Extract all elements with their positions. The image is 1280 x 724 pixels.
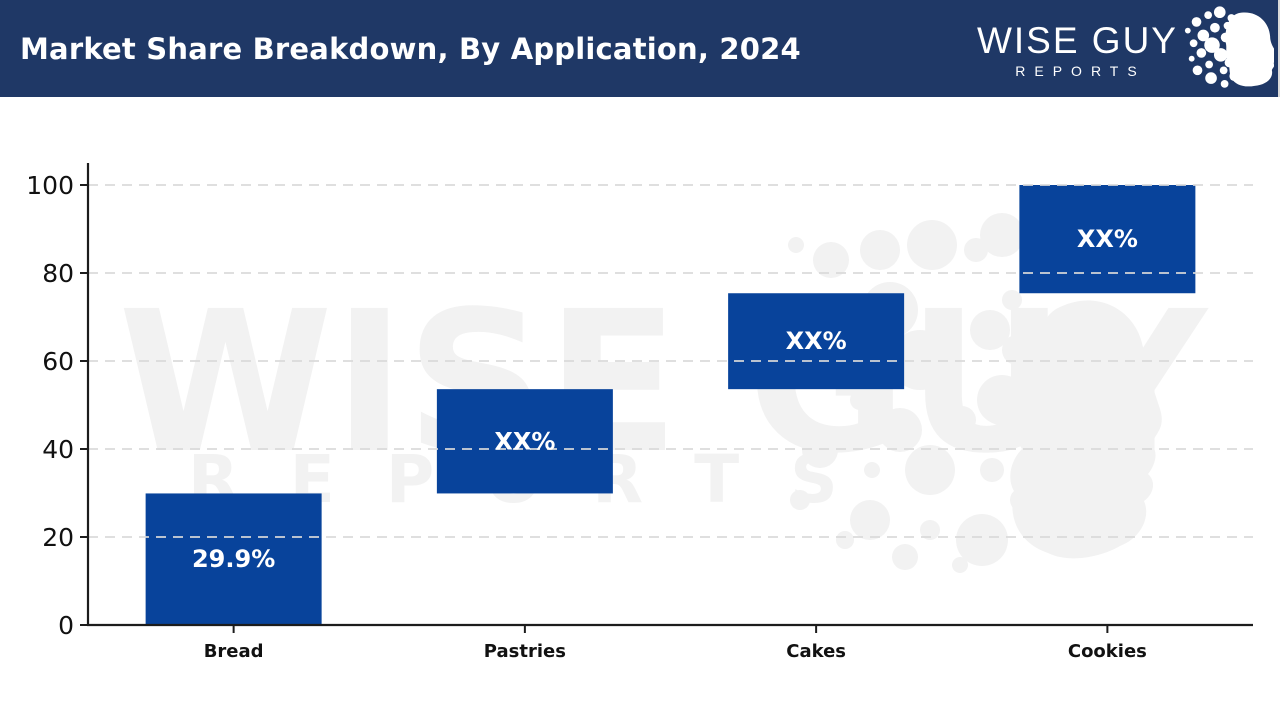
logo-subtitle: REPORTS	[1015, 62, 1146, 79]
watermark-dot	[850, 500, 890, 540]
y-tick-label: 100	[26, 171, 74, 200]
watermark-dot	[952, 557, 968, 573]
y-tick-label: 0	[58, 611, 74, 640]
bar-pastries	[436, 389, 613, 494]
wise-guy-logo: WISE GUY REPORTS	[977, 5, 1278, 94]
watermark-dot	[956, 514, 1008, 566]
bar-bread	[145, 493, 322, 625]
watermark-dot	[948, 406, 976, 434]
page-title: Market Share Breakdown, By Application, …	[20, 31, 801, 66]
bar-value-label-bread: 29.9%	[192, 545, 275, 573]
watermark-dot	[942, 312, 958, 328]
axes: 0 20 40 60 80 100 Bread Pastries Cakes Cookies	[26, 163, 1253, 662]
watermark-dot	[864, 462, 880, 478]
watermark-dot	[1002, 290, 1022, 310]
y-tick-label: 20	[42, 523, 74, 552]
logo-face-icon	[1184, 5, 1274, 88]
watermark-dot	[977, 375, 1027, 425]
watermark-dot	[790, 490, 810, 510]
watermark-dot	[813, 242, 849, 278]
watermark-dot	[836, 531, 854, 549]
gridlines	[88, 184, 1253, 538]
watermark-dot	[890, 330, 950, 390]
x-tick-label-cakes: Cakes	[786, 641, 846, 662]
bars-group	[145, 185, 1196, 625]
header-bar: Market Share Breakdown, By Application, …	[0, 0, 1278, 97]
bar-value-label-cookies: XX%	[1077, 225, 1138, 253]
watermark-dot	[970, 310, 1010, 350]
x-tick-label-cookies: Cookies	[1068, 641, 1147, 662]
watermark-dot	[850, 390, 870, 410]
x-tick-label-bread: Bread	[204, 641, 264, 662]
watermark-dot	[920, 520, 940, 540]
y-tick-label: 60	[42, 347, 74, 376]
watermark-dot	[1002, 335, 1032, 365]
watermark-dot	[980, 458, 1004, 482]
watermark-dot	[860, 230, 900, 270]
watermark-dot	[980, 213, 1024, 257]
logo-text: WISE GUY REPORTS	[977, 22, 1178, 78]
bar-value-label-cakes: XX%	[786, 327, 847, 355]
watermark-face	[1010, 300, 1162, 559]
watermark-dot	[905, 445, 955, 495]
watermark-dot	[892, 544, 918, 570]
y-tick-label: 40	[42, 435, 74, 464]
y-tick-label: 80	[42, 259, 74, 288]
watermark-dot	[878, 408, 922, 452]
watermark-dot	[788, 237, 804, 253]
logo-wordmark: WISE GUY	[976, 19, 1178, 61]
bar-cookies	[1019, 185, 1196, 294]
bar-cakes	[728, 293, 905, 390]
bar-value-label-pastries: XX%	[494, 427, 555, 455]
watermark-dot	[907, 220, 957, 270]
bar-labels: 29.9% XX% XX% XX%	[192, 225, 1138, 573]
x-tick-label-pastries: Pastries	[484, 641, 566, 662]
